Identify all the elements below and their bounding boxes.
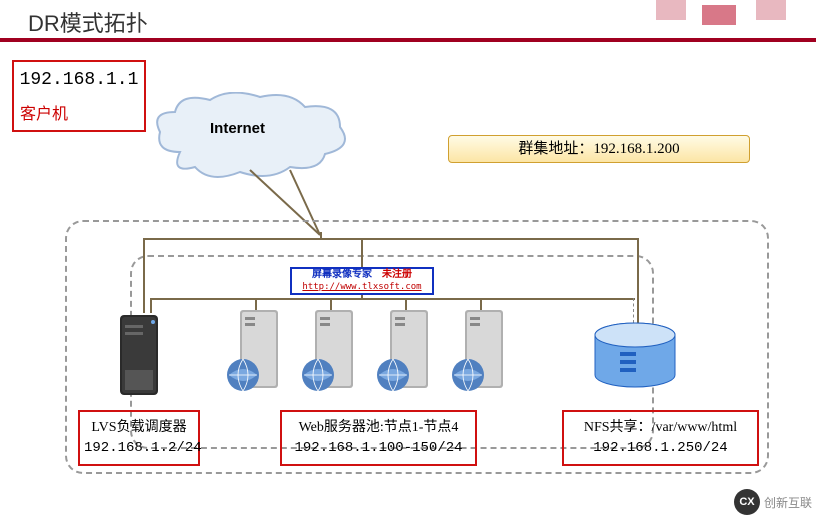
web-node-icon [225,305,285,395]
internet-label: Internet [210,120,265,137]
inner-bus [150,298,635,300]
header-decoration [756,0,786,20]
bus-line [143,238,639,240]
web-line2: 192.168.1.100-150/24 [286,438,471,458]
web-line1: Web服务器池:节点1-节点4 [286,418,471,438]
page-title: DR模式拓扑 [28,6,148,38]
cluster-address: 群集地址：192.168.1.200 [448,135,750,163]
site-logo: CX 创新互联 [734,489,812,515]
web-node-icon [375,305,435,395]
lvs-line1: LVS负载调度器 [84,418,194,438]
bus-drop [637,238,639,323]
client-node: 192.168.1.1 客户机 [12,60,146,132]
client-ip: 192.168.1.1 [14,70,144,90]
bus-drop [361,238,363,268]
web-node-icon [300,305,360,395]
bus-drop [143,238,145,313]
web-label-box: Web服务器池:节点1-节点4 192.168.1.100-150/24 [280,410,477,466]
nfs-storage-icon [590,320,680,390]
header-decoration [702,5,736,25]
nfs-label-box: NFS共享：/var/www/html 192.168.1.250/24 [562,410,759,466]
logo-mark: CX [734,489,760,515]
nfs-line1: NFS共享：/var/www/html [568,418,753,438]
web-node-icon [450,305,510,395]
watermark-text: 屏幕录像专家 [312,269,372,280]
lvs-line2: 192.168.1.2/24 [84,438,194,458]
bus-drop [320,232,322,240]
lvs-server-icon [115,310,165,400]
watermark-url: http://www.tlxsoft.com [292,281,432,293]
logo-text: 创新互联 [764,494,812,511]
lvs-label-box: LVS负载调度器 192.168.1.2/24 [78,410,200,466]
client-label: 客户机 [14,100,144,124]
header: DR模式拓扑 [0,0,816,42]
nfs-line2: 192.168.1.250/24 [568,438,753,458]
header-decoration [656,0,686,20]
watermark-unreg: 未注册 [382,269,412,280]
watermark: 屏幕录像专家 未注册 http://www.tlxsoft.com [290,267,434,295]
